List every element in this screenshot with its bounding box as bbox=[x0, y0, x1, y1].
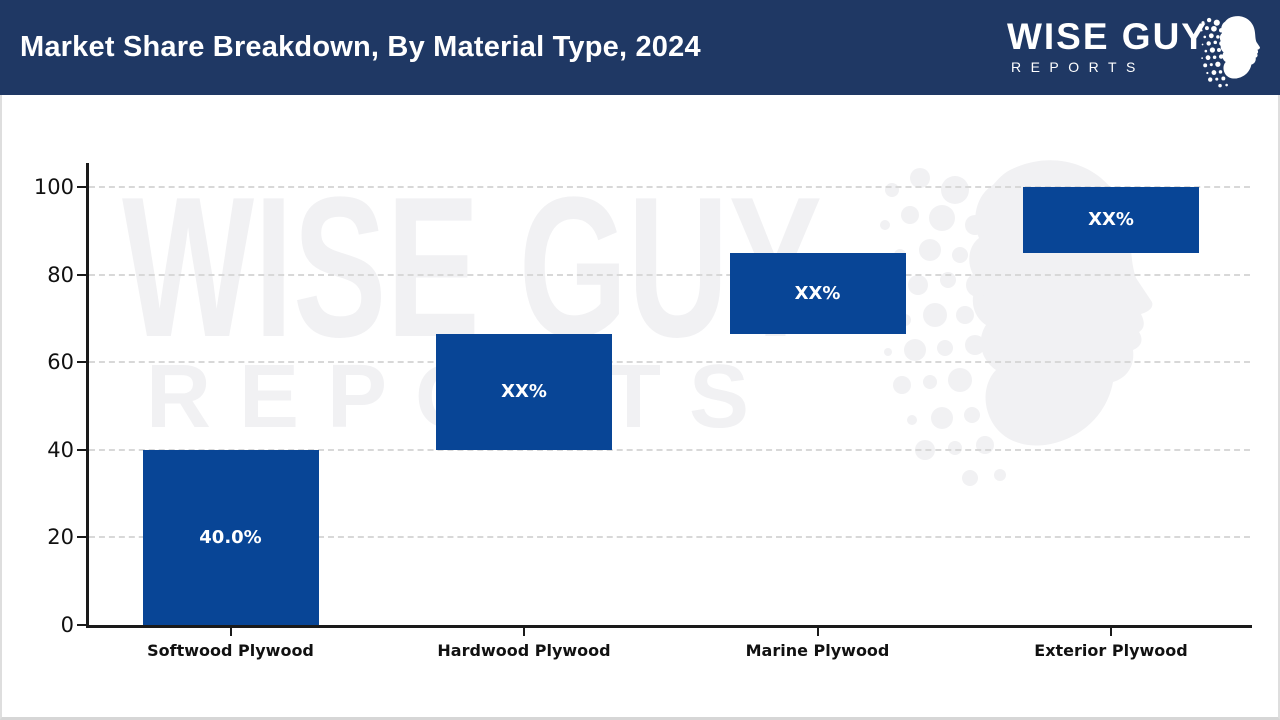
y-tick-60 bbox=[77, 361, 86, 364]
y-tick-label-100: 100 bbox=[33, 175, 74, 199]
x-axis bbox=[86, 625, 1252, 628]
brand-logo: WISE GUY REPORTS bbox=[1007, 8, 1266, 92]
y-tick-label-20: 20 bbox=[47, 525, 74, 550]
x-label-marine-plywood: Marine Plywood bbox=[745, 641, 890, 660]
bar-segment-exterior-plywood: XX% bbox=[1023, 187, 1199, 253]
bar-segment-softwood-plywood: 40.0% bbox=[142, 449, 319, 625]
gridline-100 bbox=[89, 186, 1250, 188]
bar-value-label: XX% bbox=[501, 381, 547, 403]
brand-subname: REPORTS bbox=[1010, 59, 1145, 75]
bar-value-label: XX% bbox=[1088, 209, 1134, 231]
y-tick-100 bbox=[77, 186, 86, 188]
y-tick-label-80: 80 bbox=[47, 262, 74, 287]
x-label-softwood-plywood: Softwood Plywood bbox=[147, 641, 314, 660]
x-label-exterior-plywood: Exterior Plywood bbox=[1034, 641, 1188, 660]
x-tick-hardwood-plywood bbox=[523, 628, 525, 636]
x-tick-softwood-plywood bbox=[229, 628, 232, 636]
y-tick-label-40: 40 bbox=[47, 437, 74, 462]
brand-name: WISE GUY bbox=[1006, 16, 1208, 57]
x-tick-marine-plywood bbox=[816, 628, 819, 636]
gridline-20 bbox=[89, 536, 1250, 539]
gridline-40 bbox=[89, 448, 1250, 451]
brand-face-icon bbox=[1200, 16, 1260, 88]
y-tick-label-60: 60 bbox=[47, 350, 74, 375]
header: Market Share Breakdown, By Material Type… bbox=[0, 0, 1280, 95]
y-tick-40 bbox=[77, 448, 86, 451]
x-tick-exterior-plywood bbox=[1110, 628, 1112, 636]
bar-value-label: 40.0% bbox=[199, 526, 262, 548]
gridline-60 bbox=[89, 361, 1250, 364]
bar-segment-marine-plywood: XX% bbox=[729, 252, 906, 334]
y-tick-20 bbox=[77, 536, 86, 539]
x-label-hardwood-plywood: Hardwood Plywood bbox=[437, 641, 611, 660]
y-axis bbox=[86, 163, 89, 627]
brand-wordmark: WISE GUY REPORTS bbox=[1007, 18, 1208, 75]
bar-segment-hardwood-plywood: XX% bbox=[436, 333, 612, 450]
gridline-80 bbox=[89, 273, 1250, 276]
page-title: Market Share Breakdown, By Material Type… bbox=[20, 31, 701, 63]
y-tick-0 bbox=[77, 624, 86, 626]
bar-value-label: XX% bbox=[794, 282, 841, 304]
y-tick-label-0: 0 bbox=[60, 613, 74, 637]
y-tick-80 bbox=[77, 273, 86, 276]
